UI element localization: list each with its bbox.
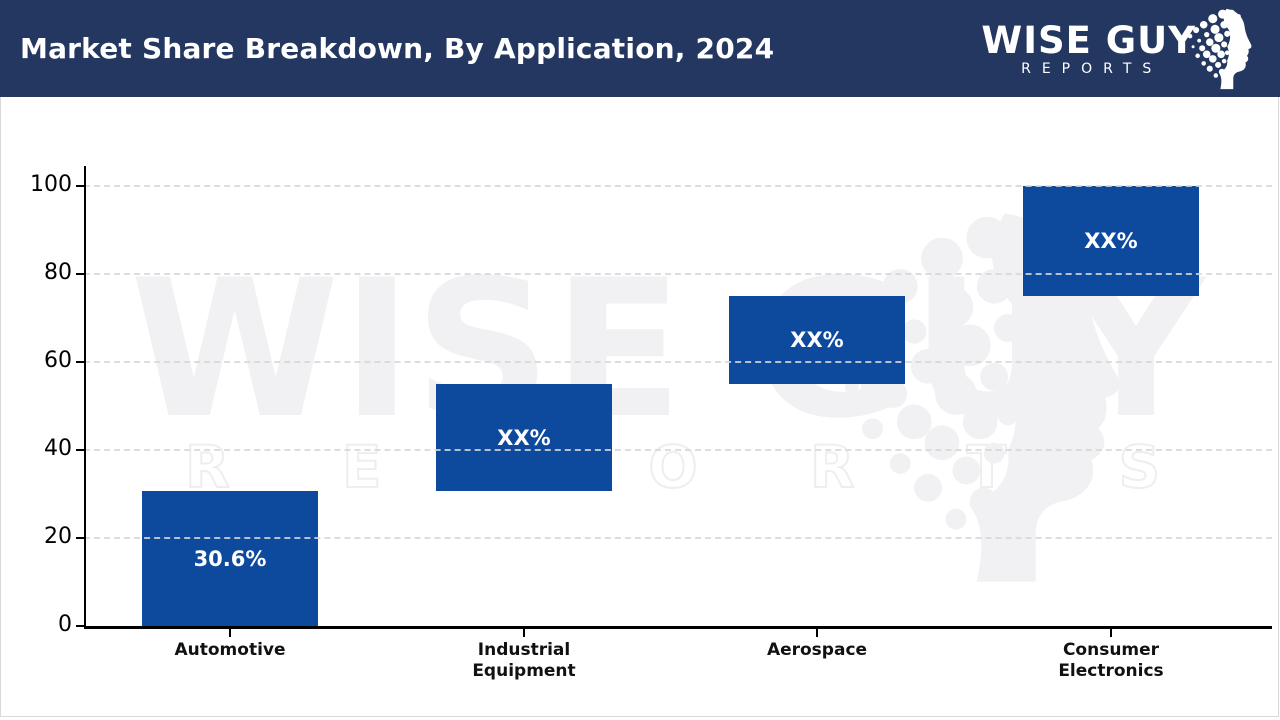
page-title: Market Share Breakdown, By Application, …: [20, 32, 775, 65]
x-axis-tick-mark: [1110, 629, 1112, 637]
x-axis-tick-mark: [816, 629, 818, 637]
y-axis-tick-label: 0: [58, 612, 72, 637]
x-axis-category-label: Industrial Equipment: [384, 640, 664, 683]
x-axis-category-label-line: Equipment: [472, 661, 576, 682]
y-axis-tick-label: 60: [44, 348, 72, 373]
x-axis-category-label-line: Aerospace: [766, 640, 868, 660]
brand-reports-label: REPORTS: [1021, 60, 1163, 77]
x-axis-category-label-line: Automotive: [174, 640, 286, 660]
bar-aerospace: XX%: [729, 296, 905, 384]
brand-logo: WISE GUY REPORTS: [981, 7, 1256, 91]
y-axis-tick-label: 100: [30, 172, 72, 197]
x-axis-tick-mark: [523, 629, 525, 637]
brand-face-icon: [1187, 8, 1252, 89]
x-axis-category-label: Automotive: [90, 640, 370, 661]
y-axis-tick-mark: [76, 361, 84, 363]
x-axis-category-label-line: Industrial: [477, 640, 571, 660]
y-axis-line: [84, 166, 86, 629]
bar-value-label: XX%: [1084, 229, 1138, 253]
y-axis-tick-mark: [76, 449, 84, 451]
gridline-y40: [84, 449, 1272, 451]
bar-consumer-electronics: XX%: [1023, 186, 1199, 296]
gridline-y100: [84, 185, 1272, 187]
gridline-y20: [84, 537, 1272, 539]
x-axis-category-label: Consumer Electronics: [971, 640, 1251, 683]
y-axis-tick-mark: [76, 185, 84, 187]
x-axis-category-label-line: Electronics: [1058, 661, 1164, 682]
x-axis-category-label-line: Consumer: [1062, 640, 1160, 660]
gridline-y60: [84, 361, 1272, 363]
x-axis-category-label: Aerospace: [677, 640, 957, 661]
bar-value-label: 30.6%: [193, 546, 267, 571]
y-axis-tick-label: 80: [44, 260, 72, 285]
y-axis-tick-label: 40: [44, 436, 72, 461]
y-axis-tick-mark: [76, 625, 84, 627]
header: Market Share Breakdown, By Application, …: [0, 0, 1280, 97]
bar-industrial-equipment: XX%: [436, 384, 612, 492]
y-axis-tick-mark: [76, 537, 84, 539]
y-axis-tick-mark: [76, 273, 84, 275]
bar-automotive: 30.6%: [142, 491, 318, 626]
x-axis-line: [84, 626, 1272, 629]
brand-logo-text: WISE GUY REPORTS: [981, 22, 1196, 76]
bar-value-label: XX%: [497, 425, 551, 450]
brand-wiseguy-label: WISE GUY: [981, 18, 1196, 62]
gridline-y80: [84, 273, 1272, 275]
x-axis-tick-mark: [229, 629, 231, 637]
y-axis-tick-label: 20: [44, 524, 72, 549]
bar-value-label: XX%: [790, 328, 844, 352]
